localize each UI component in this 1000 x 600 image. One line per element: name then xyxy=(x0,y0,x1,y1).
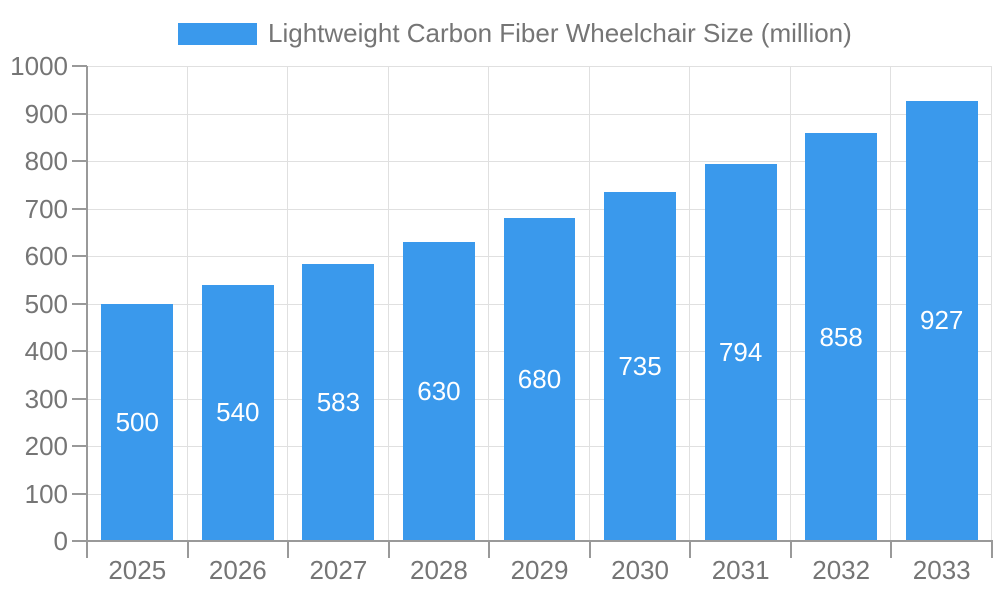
x-tick-label: 2031 xyxy=(711,555,770,585)
bar-value-label: 858 xyxy=(819,321,863,352)
x-tick xyxy=(789,541,792,558)
x-tick-label: 2028 xyxy=(410,555,468,585)
gridline-vertical xyxy=(588,66,590,541)
y-tick xyxy=(72,492,87,495)
bar-value-label: 735 xyxy=(618,350,662,381)
bar[interactable]: 927 xyxy=(905,100,978,541)
x-tick xyxy=(588,541,591,558)
x-tick-label: 2026 xyxy=(208,555,267,585)
x-tick-label: 2033 xyxy=(912,555,971,585)
y-tick xyxy=(72,350,87,352)
y-tick xyxy=(72,112,87,115)
bar-value-label: 794 xyxy=(718,336,763,367)
x-tick xyxy=(689,541,692,558)
y-tick xyxy=(72,65,87,67)
bar-value-label: 500 xyxy=(115,406,159,437)
y-tick xyxy=(72,302,87,305)
plot-area: 500 540 583 630 680 735 794 858 927 xyxy=(87,66,992,541)
y-tick-label: 0 xyxy=(53,526,68,556)
gridline-vertical xyxy=(387,66,389,541)
y-tick-label: 200 xyxy=(24,431,68,461)
gridline-vertical xyxy=(186,66,188,541)
x-tick xyxy=(890,541,893,558)
gridline-horizontal xyxy=(87,66,992,67)
gridline-vertical xyxy=(287,66,289,541)
bar-value-label: 680 xyxy=(517,364,562,394)
y-tick xyxy=(72,255,87,257)
y-tick-label: 500 xyxy=(24,288,68,319)
y-tick-label: 300 xyxy=(24,383,68,414)
y-tick xyxy=(72,397,87,400)
bar[interactable]: 735 xyxy=(604,191,676,541)
x-axis-line xyxy=(86,540,993,542)
x-tick xyxy=(991,541,993,558)
bar[interactable]: 540 xyxy=(201,284,274,541)
x-tick xyxy=(186,541,189,558)
gridline-vertical xyxy=(789,66,791,541)
bar[interactable]: 794 xyxy=(704,163,777,541)
gridline-vertical xyxy=(488,66,490,541)
legend[interactable]: Lightweight Carbon Fiber Wheelchair Size… xyxy=(178,18,852,49)
bar-value-label: 630 xyxy=(417,375,461,406)
bar[interactable]: 583 xyxy=(302,264,375,541)
y-tick-label: 100 xyxy=(24,478,68,509)
bar-value-label: 583 xyxy=(316,387,361,418)
gridline-horizontal xyxy=(87,161,992,162)
y-tick-label: 1000 xyxy=(10,51,68,81)
x-tick xyxy=(86,541,88,558)
y-tick xyxy=(72,160,87,162)
y-tick-label: 800 xyxy=(24,146,68,176)
gridline-horizontal xyxy=(87,113,992,115)
y-tick-label: 600 xyxy=(24,241,68,271)
legend-label: Lightweight Carbon Fiber Wheelchair Size… xyxy=(268,18,852,48)
bar[interactable]: 680 xyxy=(503,218,576,541)
y-tick-label: 400 xyxy=(24,336,68,366)
y-tick xyxy=(72,540,87,542)
x-tick-label: 2027 xyxy=(309,555,368,585)
bar[interactable]: 500 xyxy=(101,303,174,541)
x-tick-label: 2029 xyxy=(510,555,569,585)
gridline-horizontal xyxy=(87,208,992,210)
x-tick xyxy=(287,541,290,558)
y-tick-label: 900 xyxy=(24,98,68,129)
bar-value-label: 927 xyxy=(920,305,964,336)
gridline-vertical xyxy=(890,66,892,541)
bar-value-label: 540 xyxy=(216,397,260,428)
x-tick-label: 2032 xyxy=(812,555,871,585)
bar[interactable]: 858 xyxy=(805,133,878,541)
x-tick-label: 2030 xyxy=(611,555,669,585)
gridline-vertical xyxy=(991,66,992,541)
y-axis-line xyxy=(86,66,88,541)
gridline-vertical xyxy=(689,66,691,541)
y-tick xyxy=(72,445,87,447)
x-tick xyxy=(488,541,491,558)
x-tick-label: 2025 xyxy=(108,555,167,585)
x-tick xyxy=(387,541,390,558)
y-tick-label: 700 xyxy=(24,193,68,224)
y-tick xyxy=(72,207,87,210)
legend-swatch-icon xyxy=(178,22,257,45)
bar[interactable]: 630 xyxy=(402,241,475,541)
